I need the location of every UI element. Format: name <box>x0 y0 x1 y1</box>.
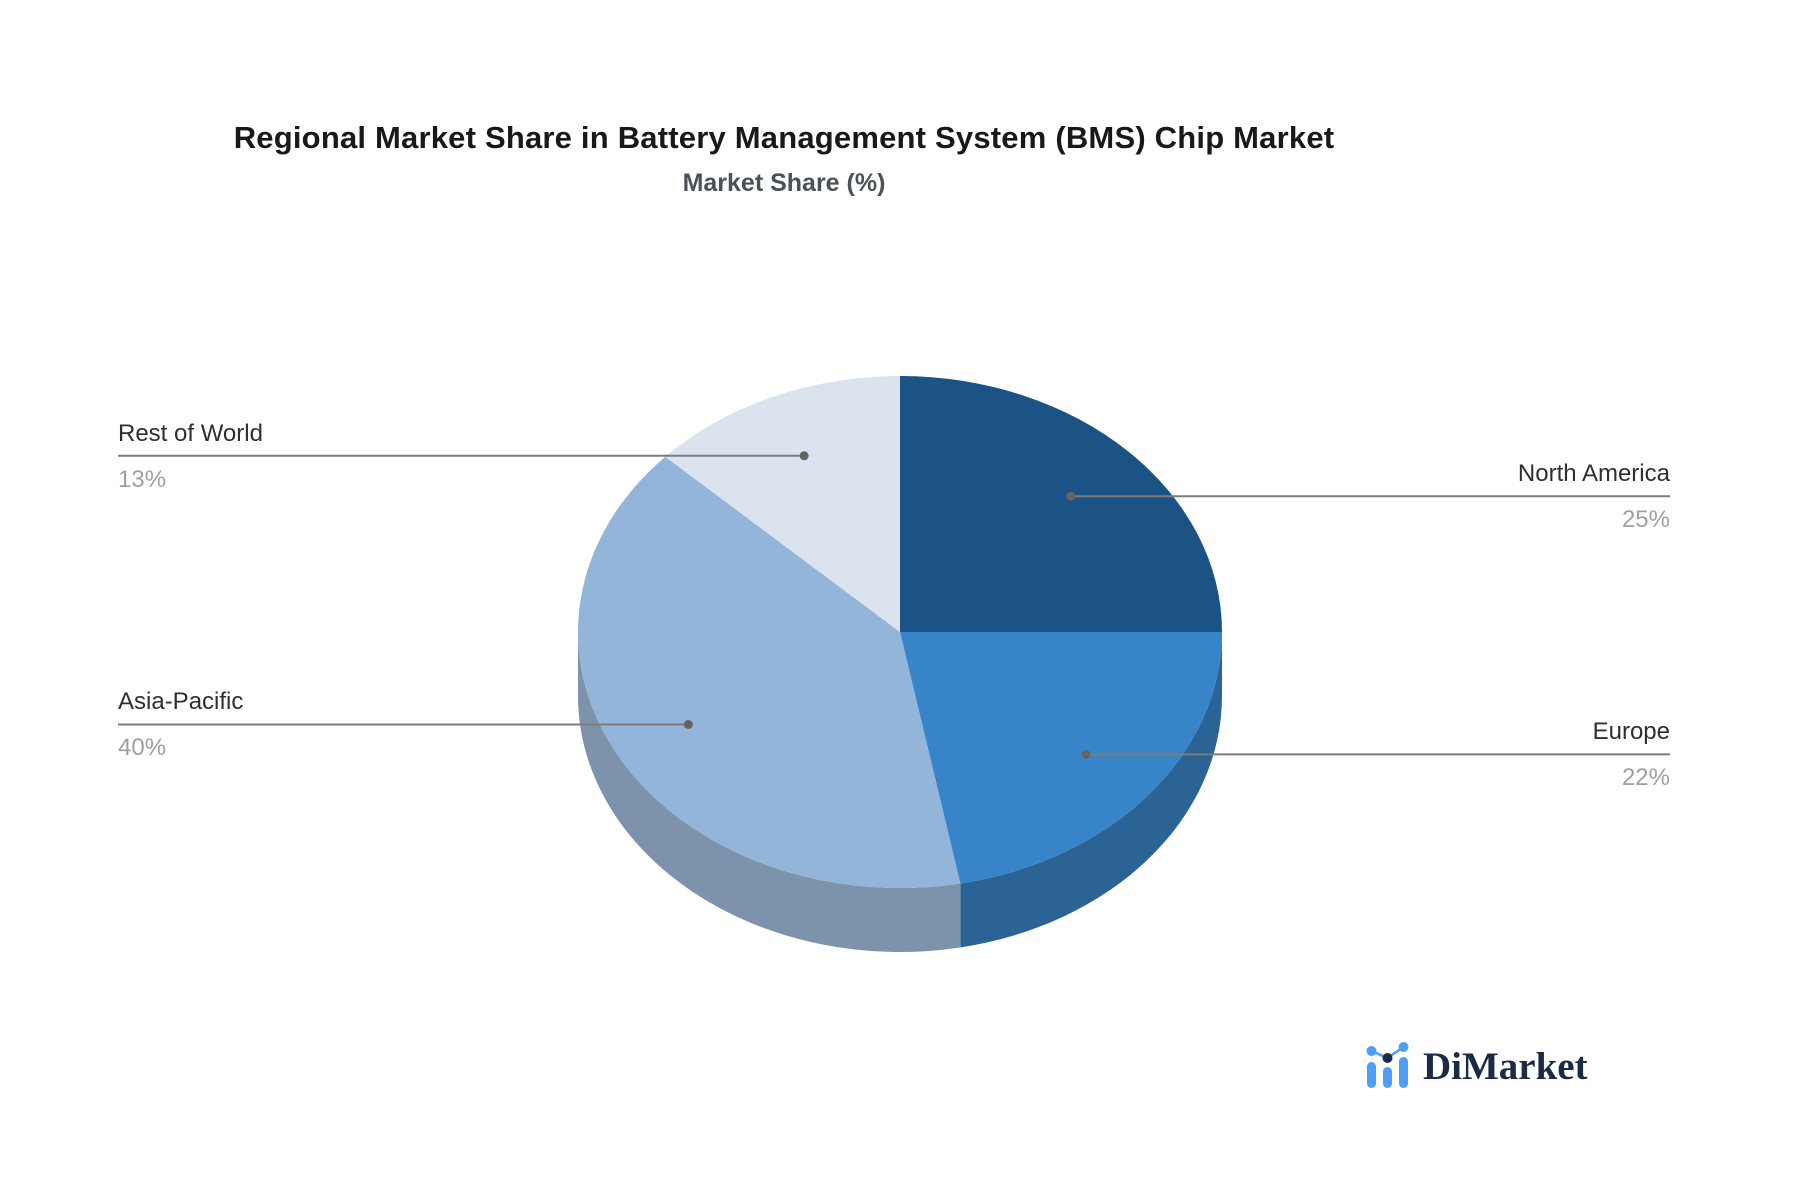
slice-label: North America <box>1517 460 1670 488</box>
slice-label: Rest of World <box>118 419 263 447</box>
slice-label: Asia-Pacific <box>118 688 244 716</box>
pie-slice-side-europe <box>960 632 1222 948</box>
pie-slice-europe[interactable] <box>900 632 1222 884</box>
slice-value: 22% <box>1621 764 1670 792</box>
logo-text: DiMarket <box>1423 1045 1588 1089</box>
leader-dot-north-america <box>1066 491 1076 501</box>
pie-slice-rest-of-world[interactable] <box>665 376 900 632</box>
pie-slice-asia-pacific[interactable] <box>578 456 961 888</box>
slice-label: Europe <box>1592 718 1670 746</box>
bar-line-chart-icon <box>1366 1042 1409 1088</box>
leader-dot-rest-of-world <box>799 451 809 461</box>
leader-dot-europe <box>1081 749 1091 759</box>
chart-subtitle: Market Share (%) <box>682 169 886 197</box>
slice-value: 40% <box>118 734 167 762</box>
dimarket-logo: DiMarket <box>1366 1040 1588 1088</box>
leader-dot-asia-pacific <box>683 719 693 729</box>
pie-slice-side-asia-pacific <box>578 632 961 952</box>
pie-slice-north-america[interactable] <box>900 376 1222 632</box>
slice-value: 13% <box>118 465 167 493</box>
chart-title: Regional Market Share in Battery Managem… <box>233 120 1335 155</box>
slice-value: 25% <box>1621 506 1670 534</box>
